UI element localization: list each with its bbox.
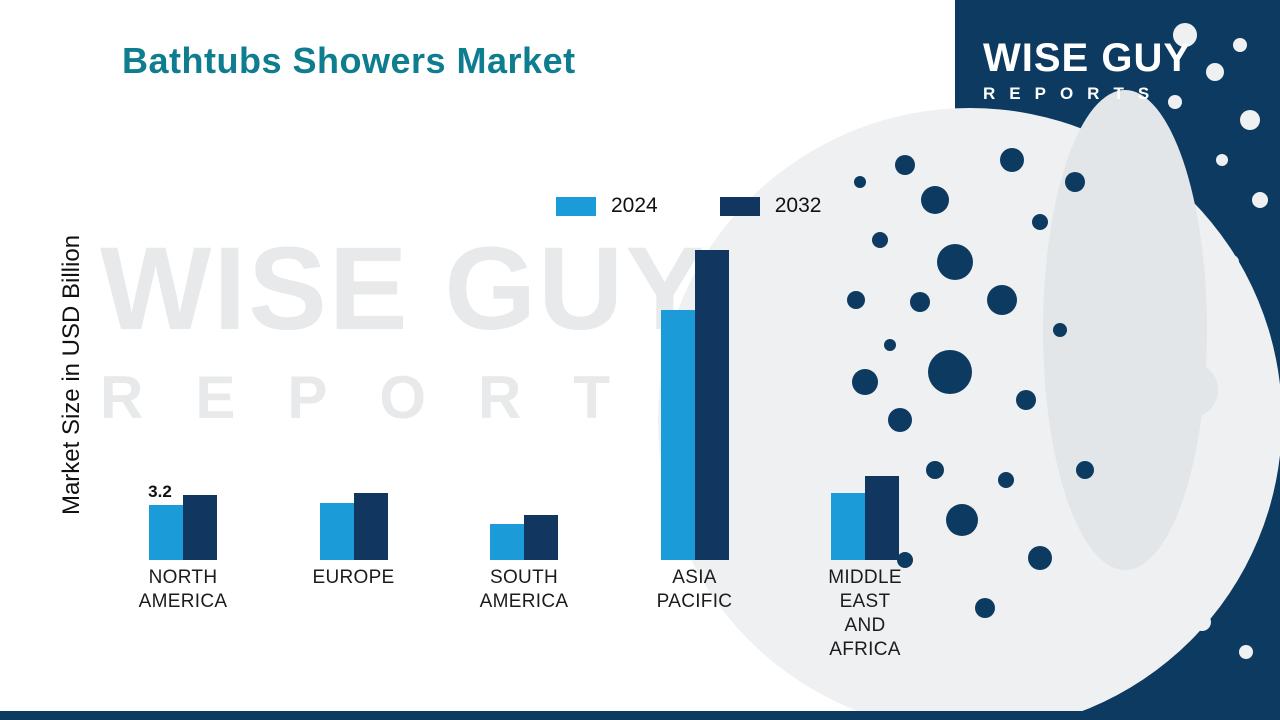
bar-chart: 3.2 [98,250,950,560]
bar-group: 3.2 [98,250,268,560]
legend-swatch-2024 [556,196,596,216]
bar-2024 [149,505,183,560]
logo: WISE GUY REPORTS [983,38,1191,104]
bar-2024 [831,493,865,560]
bar-group [780,250,950,560]
legend: 2024 2032 [556,194,821,218]
category-label: NORTH AMERICA [138,567,228,613]
bar-2032 [183,495,217,560]
watermark: WISE GUY REPORTS [100,223,755,432]
category-labels: NORTH AMERICA EUROPE SOUTH AMERICA ASIA PACIFI… [98,566,950,663]
logo-subtitle: REPORTS [983,84,1164,103]
bar-2032 [524,515,558,560]
logo-wordmark: WISE GUY [983,36,1192,80]
y-axis-label: Market Size in USD Billion [58,234,85,516]
data-label: 3.2 [148,482,172,501]
bar-2024 [319,503,354,560]
watermark-line2: REPORTS [100,363,755,431]
page-title: Bathtubs Showers Market [122,40,576,81]
bar-group [610,250,780,560]
legend-label-2024: 2024 [611,194,658,217]
legend-swatch-2032 [719,196,760,216]
category-label: MIDDLE EAST AND AFRICA [828,567,902,661]
legend-label-2032: 2032 [774,194,822,217]
bar-2024 [490,524,524,560]
watermark-line1: WISE GUY [100,223,707,355]
category-label: SOUTH AMERICA [479,567,569,613]
bar-2032 [353,493,388,560]
bar-group [439,250,609,560]
bar-2032 [694,250,729,560]
bar-group [269,250,439,560]
bottom-accent-bar [0,711,1280,720]
category-label: EUROPE [312,567,395,588]
bar-2032 [865,476,899,560]
bar-2024 [660,310,695,560]
category-label: ASIA PACIFIC [656,567,733,613]
